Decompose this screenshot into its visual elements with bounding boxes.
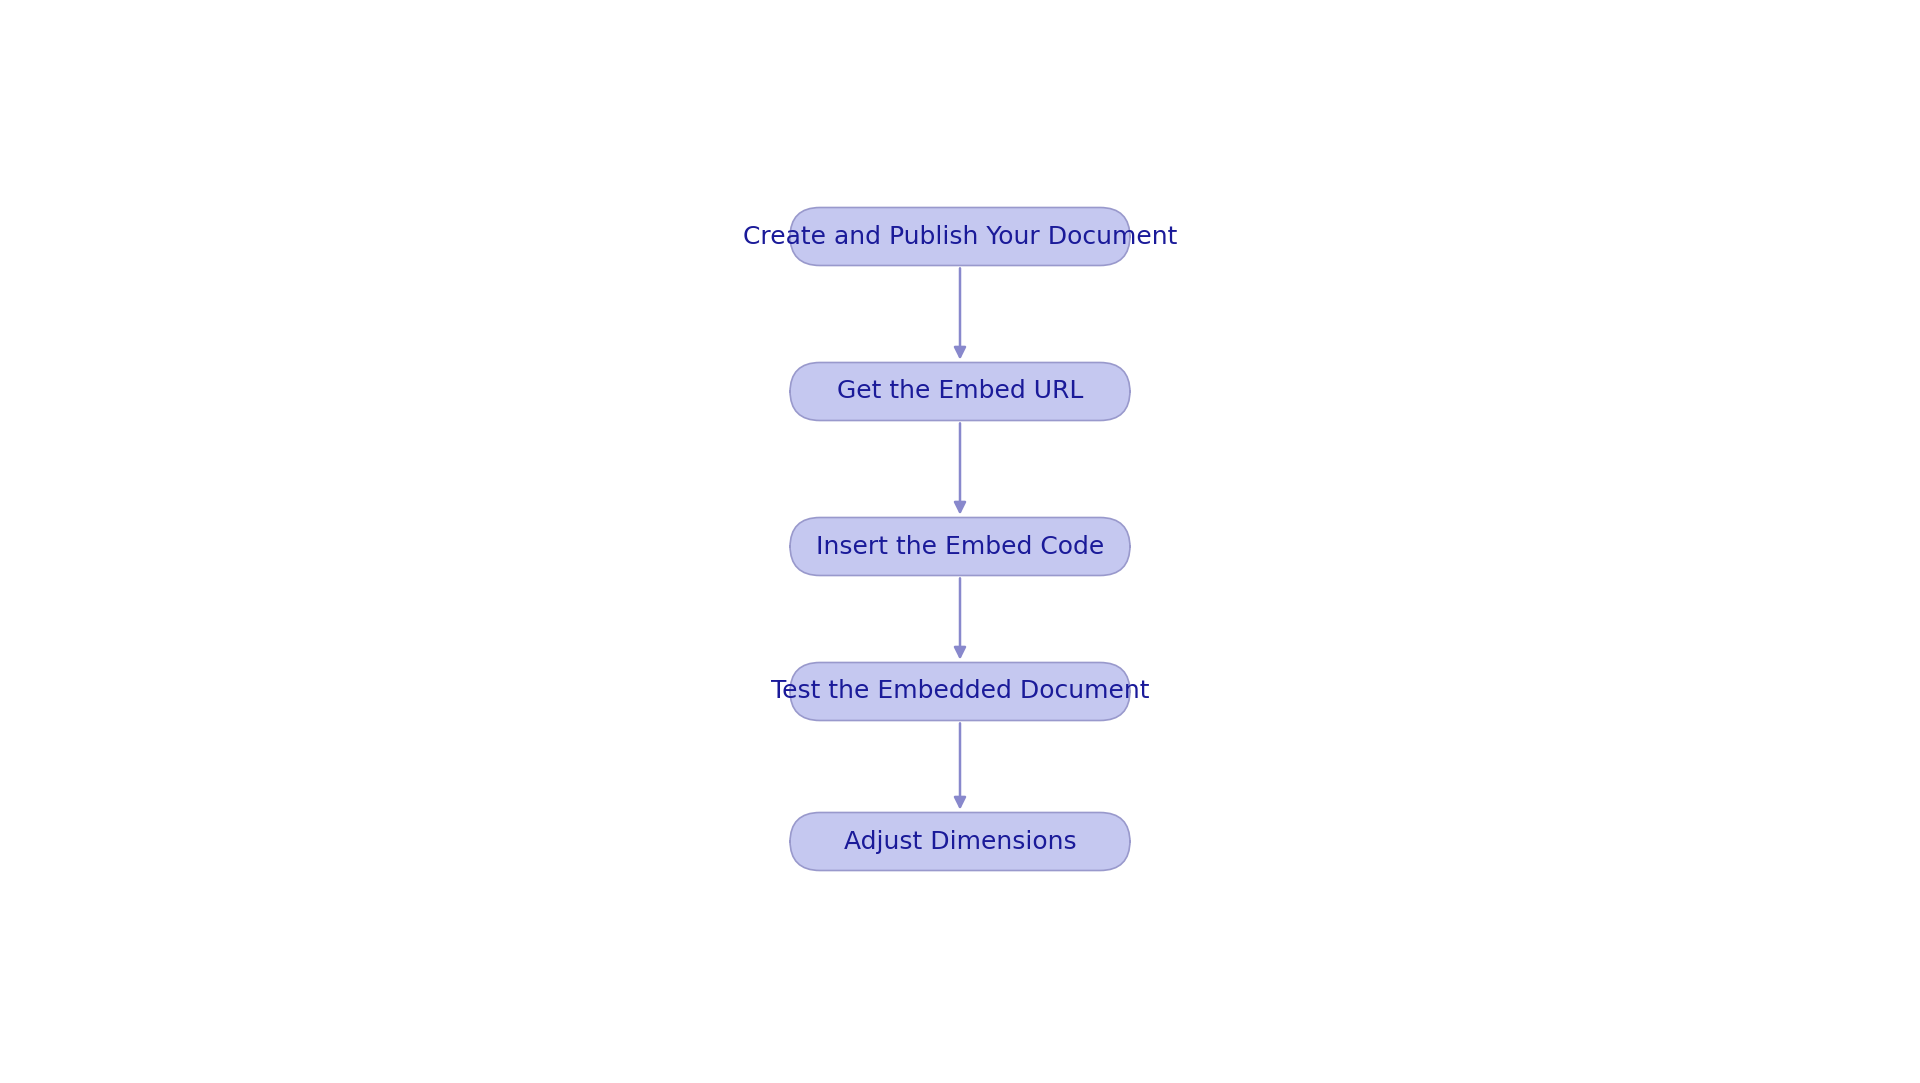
Text: Adjust Dimensions: Adjust Dimensions [843, 830, 1077, 853]
FancyBboxPatch shape [789, 363, 1131, 420]
FancyBboxPatch shape [789, 663, 1131, 720]
FancyBboxPatch shape [789, 518, 1131, 575]
Text: Create and Publish Your Document: Create and Publish Your Document [743, 224, 1177, 248]
Text: Test the Embedded Document: Test the Embedded Document [770, 679, 1150, 704]
FancyBboxPatch shape [789, 812, 1131, 871]
Text: Insert the Embed Code: Insert the Embed Code [816, 535, 1104, 559]
Text: Get the Embed URL: Get the Embed URL [837, 379, 1083, 404]
FancyBboxPatch shape [789, 208, 1131, 265]
